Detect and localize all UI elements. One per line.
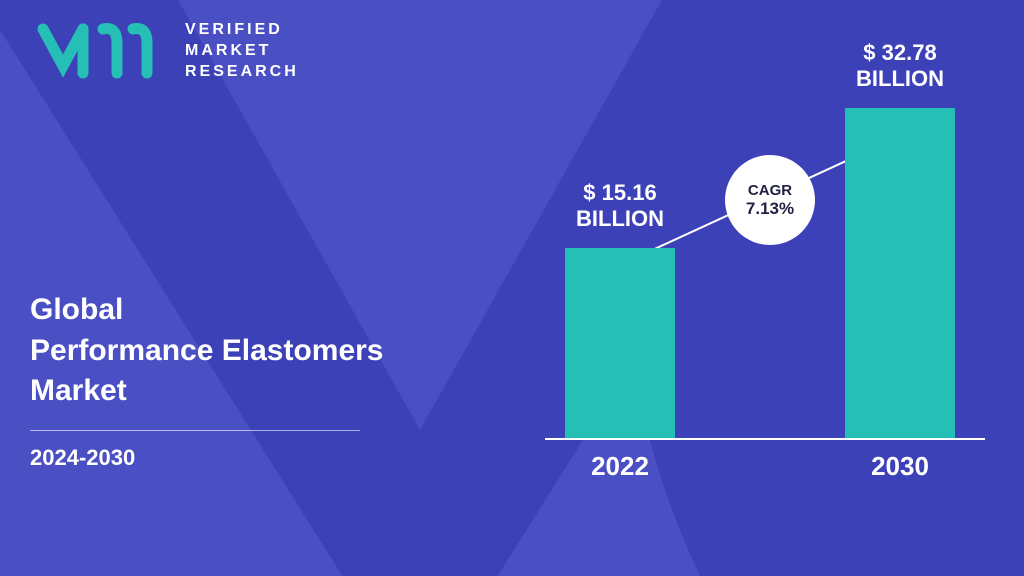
brand-name-line3: RESEARCH [185, 62, 299, 83]
title-block: Global Performance Elastomers Market 202… [30, 290, 384, 471]
bar-2022-value-unit: BILLION [576, 206, 664, 231]
bar-2030-value: $ 32.78 BILLION [820, 40, 980, 93]
logo-mark-icon [35, 21, 170, 81]
title-line1: Global [30, 293, 123, 326]
market-size-chart: $ 15.16 BILLION 2022 $ 32.78 BILLION 203… [545, 60, 985, 500]
brand-logo: VERIFIED MARKET RESEARCH [35, 20, 299, 82]
brand-name-line2: MARKET [185, 41, 299, 62]
bar-2022-year: 2022 [565, 451, 675, 482]
bar-2022 [565, 248, 675, 438]
bar-2030-value-unit: BILLION [856, 66, 944, 91]
cagr-badge: CAGR 7.13% [725, 155, 815, 245]
bar-2030-year: 2030 [845, 451, 955, 482]
cagr-label: CAGR [748, 182, 792, 199]
bar-2030-value-amount: $ 32.78 [863, 40, 936, 65]
bar-2022-value-amount: $ 15.16 [583, 180, 656, 205]
chart-baseline [545, 438, 985, 440]
report-title: Global Performance Elastomers Market [30, 290, 384, 412]
cagr-value: 7.13% [746, 199, 794, 219]
forecast-period: 2024-2030 [30, 445, 384, 471]
title-line3: Market [30, 374, 127, 407]
bar-2030 [845, 108, 955, 438]
title-divider [30, 430, 360, 431]
title-line2: Performance Elastomers [30, 334, 384, 367]
brand-name-line1: VERIFIED [185, 20, 299, 41]
brand-name: VERIFIED MARKET RESEARCH [185, 20, 299, 82]
bar-2022-value: $ 15.16 BILLION [540, 180, 700, 233]
